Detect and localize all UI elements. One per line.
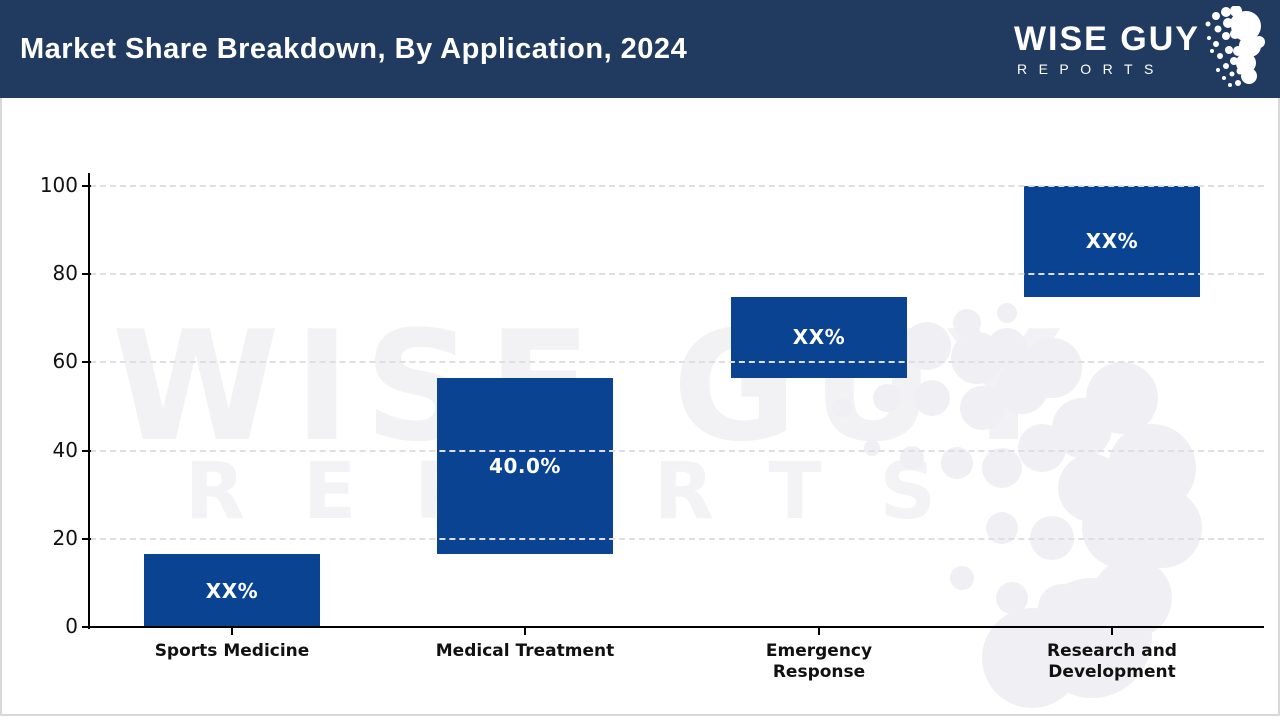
y-tick-label: 0 [65,614,78,638]
plot-area: XX% 40.0% XX% XX% 0 20 40 60 80 100 Sports Medicin… [2,98,1278,714]
x-category-label: Emergency Response [765,641,873,683]
grid-line [90,184,1264,187]
x-axis-tick [231,627,233,635]
x-category-label: Medical Treatment [435,641,615,661]
y-axis-tick [82,626,91,628]
x-axis-tick [524,627,526,635]
logo-subtext: REPORTS [1016,60,1165,77]
logo-wordmark: WISE GUY [1013,19,1200,58]
grid-line [90,449,1264,452]
bar-value-label: XX% [1085,229,1139,254]
chart-panel: WISE GUY REPORTS XX%40.0%XX%XX%020406080… [0,98,1280,716]
bar: 40.0% [437,377,613,555]
y-tick-label: 100 [39,172,78,197]
logo-head-icon [1205,6,1265,87]
x-axis-tick [1111,627,1113,635]
grid-line [90,273,1264,276]
y-tick-label: 40 [52,437,78,462]
y-axis-tick [82,449,91,452]
bar: XX% [1024,185,1200,297]
bar-value-label: XX% [792,325,846,350]
y-tick-label: 20 [52,525,78,550]
y-axis-tick [82,361,91,364]
x-axis-tick [818,627,820,635]
bar: XX% [144,554,320,627]
x-category-label: Research and Development [1047,641,1177,683]
bar: XX% [731,296,907,378]
y-axis-tick [82,537,91,540]
x-axis-line [88,626,1264,628]
y-tick-label: 60 [52,349,78,374]
brand-logo: WISE GUY REPORTS [1014,0,1266,98]
y-axis-tick [82,273,91,276]
y-axis-line [88,172,90,629]
y-axis-tick [82,184,91,187]
bar-value-label: 40.0% [489,453,561,478]
y-tick-label: 80 [52,261,78,286]
bar-value-label: XX% [205,578,259,603]
grid-line [90,537,1264,540]
grid-line [90,361,1264,364]
page-title: Market Share Breakdown, By Application, … [20,32,688,65]
x-category-label: Sports Medicine [154,641,310,661]
watermark-head-icon [780,303,1202,708]
header: Market Share Breakdown, By Application, … [0,0,1280,98]
